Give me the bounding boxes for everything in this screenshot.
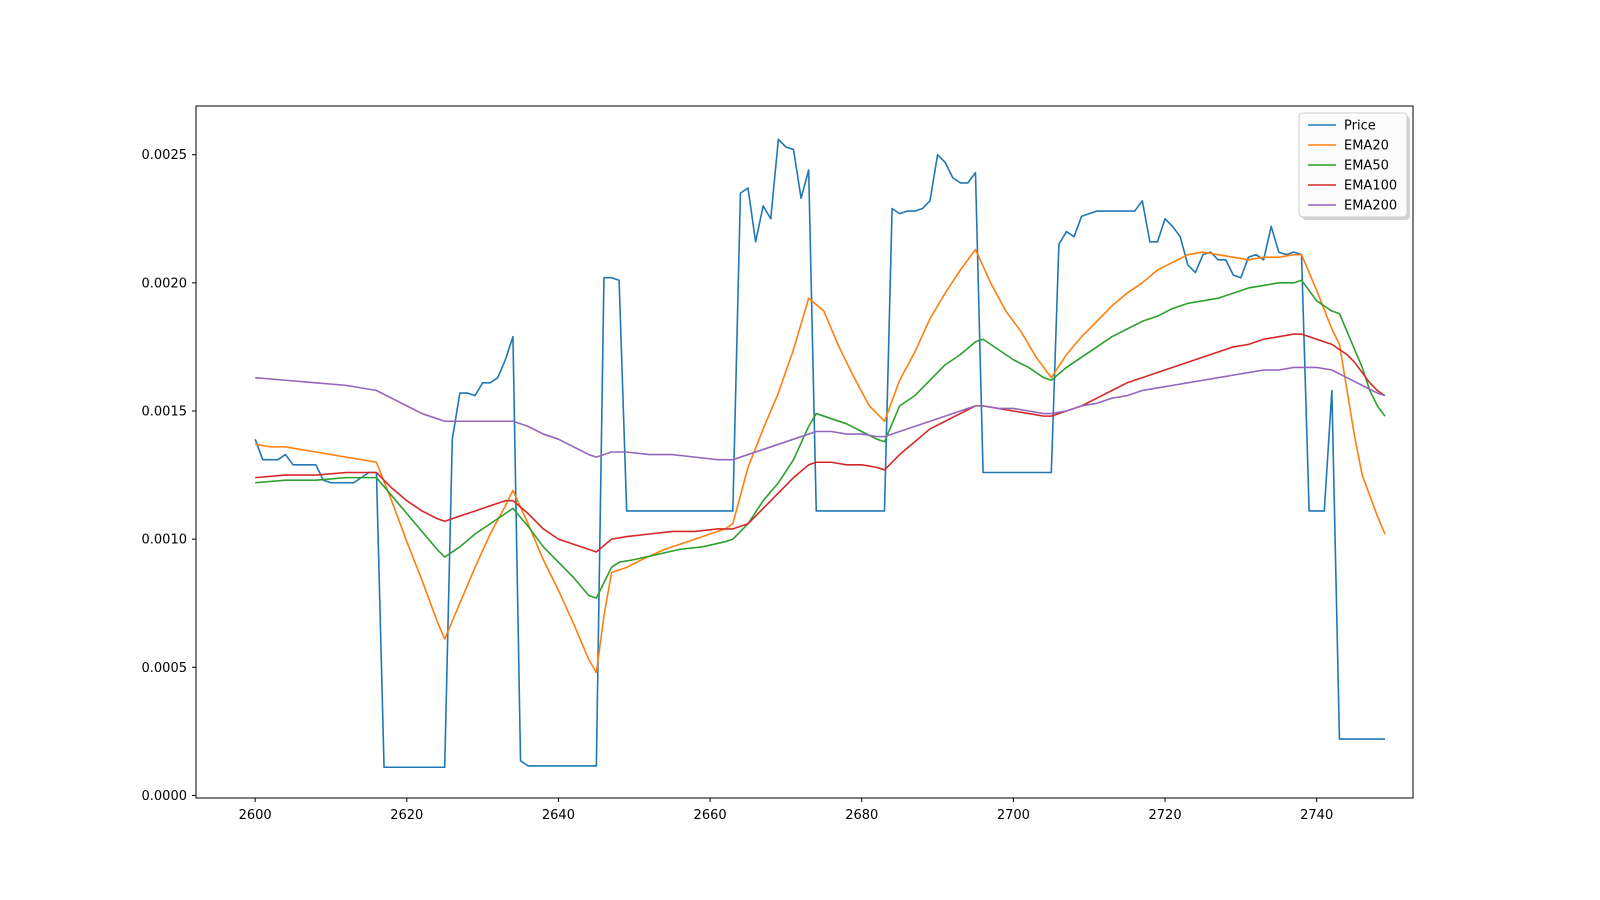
y-axis: 0.0000 0.0005 0.0010 0.0015 0.0020 0.0025: [142, 148, 196, 804]
legend-label: EMA200: [1344, 199, 1397, 214]
y-tick-label: 0.0020: [142, 276, 188, 291]
axes-frame: [195, 105, 1414, 799]
y-tick-label: 0.0010: [142, 533, 188, 548]
y-tick-label: 0.0025: [142, 148, 188, 163]
x-tick-label: 2620: [390, 808, 423, 823]
x-tick-label: 2600: [239, 808, 272, 823]
legend-item-ema200: EMA200: [1308, 199, 1397, 214]
plot-area: [195, 105, 1414, 799]
series-line-ema200: [255, 366, 1386, 461]
x-tick-label: 2680: [845, 808, 878, 823]
series-lines: [254, 138, 1386, 769]
legend-frame: [1298, 112, 1408, 218]
legend-label: Price: [1344, 119, 1376, 134]
legend-label: EMA50: [1344, 159, 1389, 174]
series-line-ema50: [255, 279, 1386, 599]
x-tick-label: 2640: [542, 808, 575, 823]
series-line-ema100: [255, 333, 1386, 553]
series-line-price: [254, 138, 1385, 769]
legend-label: EMA20: [1344, 139, 1389, 154]
legend-label: EMA100: [1344, 179, 1397, 194]
legend-item-ema100: EMA100: [1308, 179, 1397, 194]
legend-item-ema20: EMA20: [1308, 139, 1389, 154]
legend-item-price: Price: [1308, 119, 1376, 134]
x-tick-label: 2720: [1149, 808, 1182, 823]
x-tick-label: 2700: [997, 808, 1030, 823]
y-tick-label: 0.0000: [142, 789, 188, 804]
legend-item-ema50: EMA50: [1308, 159, 1389, 174]
x-axis: 2600 2620 2640 2660 2680 2700 2720 2740: [239, 798, 1333, 823]
y-tick-label: 0.0005: [142, 661, 188, 676]
legend: Price EMA20 EMA50 EMA100 EMA200: [1298, 112, 1410, 220]
series-line-ema20: [255, 248, 1386, 674]
x-tick-label: 2740: [1300, 808, 1333, 823]
x-tick-label: 2660: [694, 808, 727, 823]
y-tick-label: 0.0015: [142, 404, 188, 419]
